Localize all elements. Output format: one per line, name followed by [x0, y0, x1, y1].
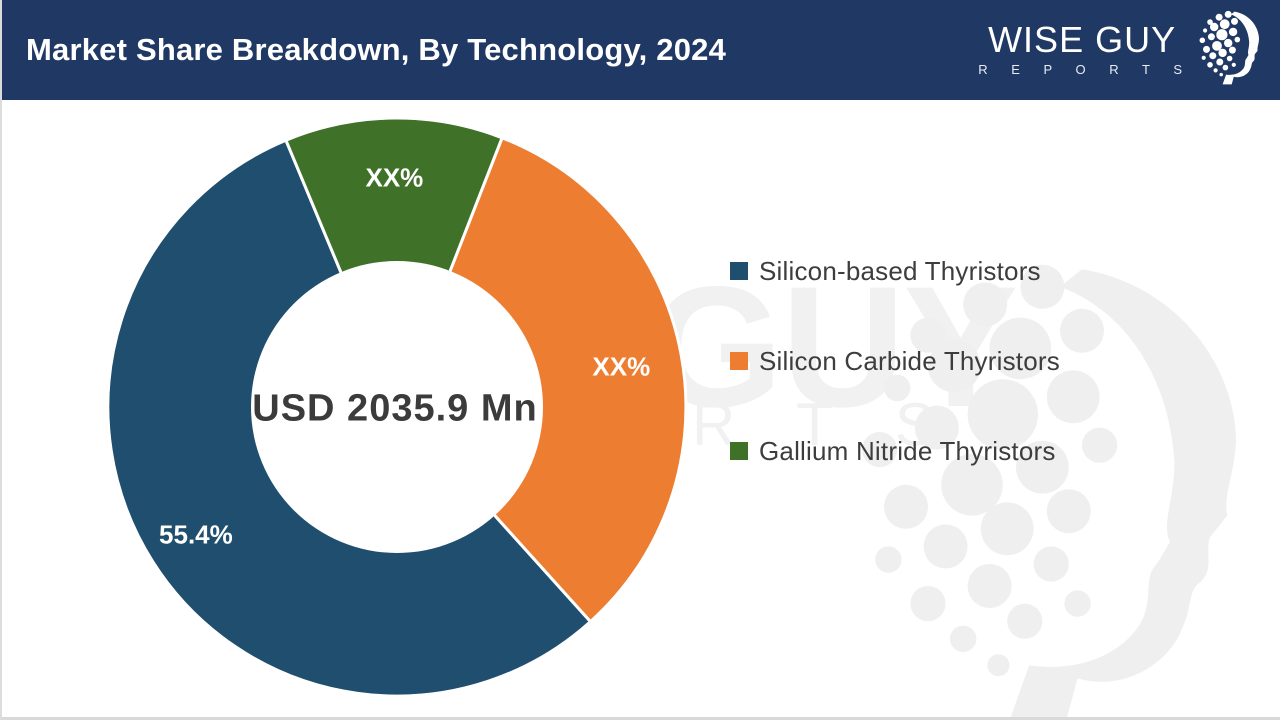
legend-item-silicon-carbide: Silicon Carbide Thyristors — [730, 346, 1060, 376]
legend-item-gallium-nitride: Gallium Nitride Thyristors — [730, 436, 1060, 466]
donut-slice-1 — [395, 136, 688, 624]
slice-value-label: XX% — [365, 162, 423, 192]
header-bar: Market Share Breakdown, By Technology, 2… — [2, 0, 1280, 100]
head-profile-icon — [1199, 10, 1259, 85]
legend-swatch-blue — [730, 262, 748, 280]
legend-label: Silicon Carbide Thyristors — [759, 345, 1060, 376]
legend-swatch-orange — [730, 352, 748, 370]
legend-label: Gallium Nitride Thyristors — [759, 435, 1056, 466]
donut-center-value: USD 2035.9 Mn — [252, 388, 537, 430]
legend-label: Silicon-based Thyristors — [759, 255, 1041, 286]
legend-item-silicon-based: Silicon-based Thyristors — [730, 256, 1060, 286]
donut-hole — [251, 261, 543, 553]
wise-guy-logo: WISE GUY R E P O R T S — [972, 8, 1266, 88]
slice-value-label: 55.4% — [159, 520, 233, 550]
logo-text: WISE GUY R E P O R T S — [972, 18, 1192, 77]
page-title: Market Share Breakdown, By Technology, 2… — [26, 32, 727, 67]
logo-subtitle: R E P O R T S — [978, 61, 1192, 77]
chart-legend: Silicon-based Thyristors Silicon Carbide… — [730, 256, 1060, 466]
logo-wordmark: WISE GUY — [988, 18, 1177, 60]
donut-chart: 55.4% XX% XX% USD 2035.9 Mn — [106, 116, 688, 698]
legend-swatch-green — [730, 442, 748, 460]
slice-value-label: XX% — [592, 351, 650, 381]
watermark-head-icon — [862, 264, 1236, 717]
